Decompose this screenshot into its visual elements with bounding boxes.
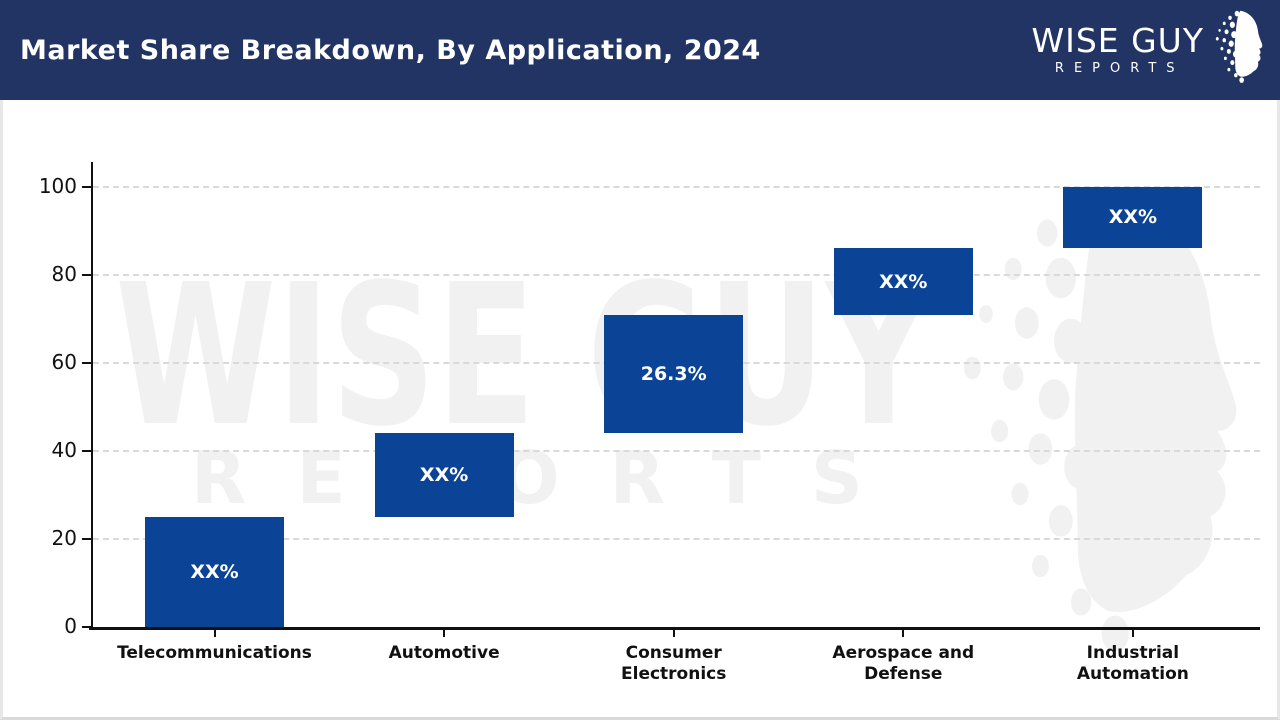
y-tick xyxy=(82,186,91,188)
bar-value-label: XX% xyxy=(1108,206,1158,229)
y-tick xyxy=(82,362,91,364)
page-title: Market Share Breakdown, By Application, … xyxy=(20,34,761,66)
x-category-label: Telecommunications xyxy=(117,643,312,663)
bar-value-label: XX% xyxy=(879,270,928,293)
y-tick-label: 0 xyxy=(64,614,77,638)
y-tick xyxy=(82,626,91,628)
y-tick xyxy=(82,450,91,452)
logo-text: WISE GUY REPORTS xyxy=(1031,24,1204,76)
logo-subtext: REPORTS xyxy=(1054,60,1185,76)
x-tick xyxy=(1131,630,1134,637)
bar: 26.3% xyxy=(604,315,744,433)
logo-wordmark: WISE GUY xyxy=(1031,21,1204,61)
y-axis-line xyxy=(91,162,93,630)
wiseguy-head-icon xyxy=(1215,10,1263,83)
x-category-label: Consumer Electronics xyxy=(621,643,727,684)
x-tick xyxy=(902,630,905,637)
x-tick xyxy=(213,630,216,637)
y-tick-label: 20 xyxy=(51,526,77,550)
waterfall-chart: 0 20 40 60 80 100 XX% Telecommunications XX% Auto… xyxy=(3,100,1277,717)
gridline xyxy=(93,274,1260,276)
bar-value-label: XX% xyxy=(190,561,239,583)
y-tick-label: 100 xyxy=(38,174,77,198)
bar: XX% xyxy=(145,517,284,627)
bar-value-label: XX% xyxy=(419,463,469,486)
y-tick-label: 40 xyxy=(51,438,77,462)
x-axis-line xyxy=(89,627,1260,630)
x-tick xyxy=(672,630,675,637)
bar: XX% xyxy=(374,432,514,517)
watermark-subtext: REPORTS xyxy=(191,436,913,520)
watermark-wordmark: WISE GUY xyxy=(115,242,932,469)
x-category-label: Aerospace and Defense xyxy=(832,643,975,684)
y-tick-label: 80 xyxy=(51,262,77,286)
gridline xyxy=(93,450,1260,452)
bar-value-label: 26.3% xyxy=(640,362,707,385)
x-category-label: Industrial Automation xyxy=(1076,643,1189,684)
chart-area: WISE GUY REPORTS 0 20 40 60 80 100 XX% Telecomm… xyxy=(0,100,1280,720)
y-tick-label: 60 xyxy=(51,350,77,374)
y-tick xyxy=(82,538,91,540)
wiseguy-logo: WISE GUY REPORTS xyxy=(1031,8,1266,92)
gridline xyxy=(93,186,1260,188)
x-tick xyxy=(443,630,446,637)
bar: XX% xyxy=(833,247,973,316)
gridline xyxy=(93,538,1260,540)
header: Market Share Breakdown, By Application, … xyxy=(0,0,1280,100)
y-tick xyxy=(82,274,91,276)
x-category-label: Automotive xyxy=(388,643,500,663)
bar: XX% xyxy=(1063,187,1203,248)
